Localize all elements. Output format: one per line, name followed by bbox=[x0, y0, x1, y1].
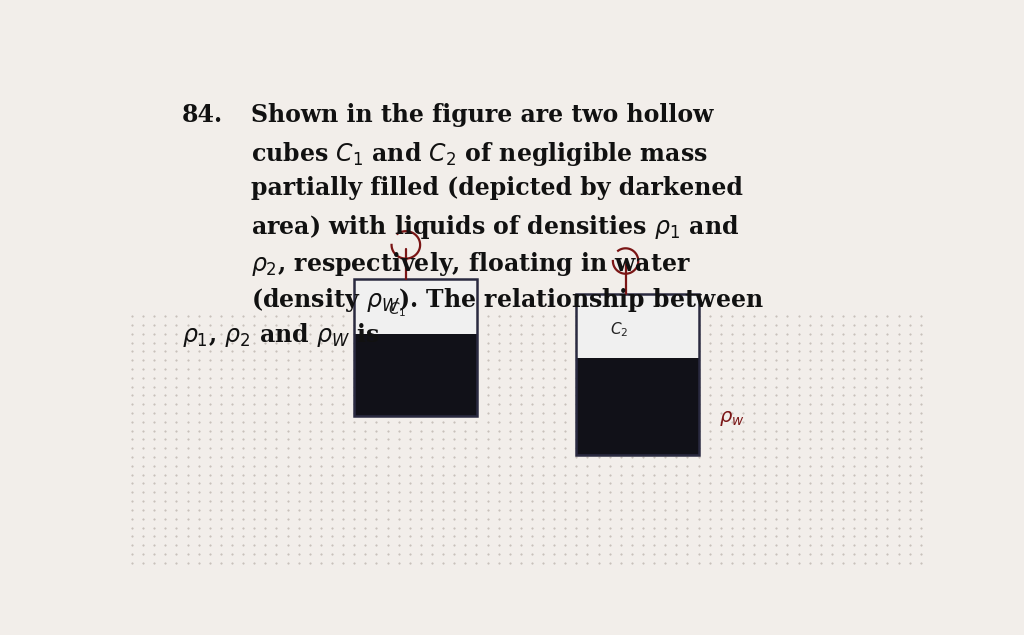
Text: (density $\rho_W$). The relationship between: (density $\rho_W$). The relationship bet… bbox=[251, 286, 764, 314]
Text: 84.: 84. bbox=[182, 103, 223, 127]
Text: $C_1$: $C_1$ bbox=[388, 300, 407, 319]
Bar bbox=[577, 294, 699, 358]
Text: $\rho_2$, respectively, floating in water: $\rho_2$, respectively, floating in wate… bbox=[251, 250, 691, 277]
Bar bbox=[577, 294, 699, 455]
Text: $\rho_w$: $\rho_w$ bbox=[719, 409, 744, 428]
Text: $C_2$: $C_2$ bbox=[610, 320, 629, 338]
Text: $\rho_1$, $\rho_2$ and $\rho_W$ is: $\rho_1$, $\rho_2$ and $\rho_W$ is bbox=[182, 321, 380, 349]
Text: cubes $C_1$ and $C_2$ of negligible mass: cubes $C_1$ and $C_2$ of negligible mass bbox=[251, 140, 708, 168]
Text: Shown in the figure are two hollow: Shown in the figure are two hollow bbox=[251, 103, 714, 127]
Bar bbox=[577, 358, 699, 455]
Text: area) with liquids of densities $\rho_1$ and: area) with liquids of densities $\rho_1$… bbox=[251, 213, 739, 241]
Text: partially filled (depicted by darkened: partially filled (depicted by darkened bbox=[251, 177, 742, 201]
Bar bbox=[354, 279, 477, 416]
Bar bbox=[354, 334, 477, 416]
Bar bbox=[354, 279, 477, 334]
